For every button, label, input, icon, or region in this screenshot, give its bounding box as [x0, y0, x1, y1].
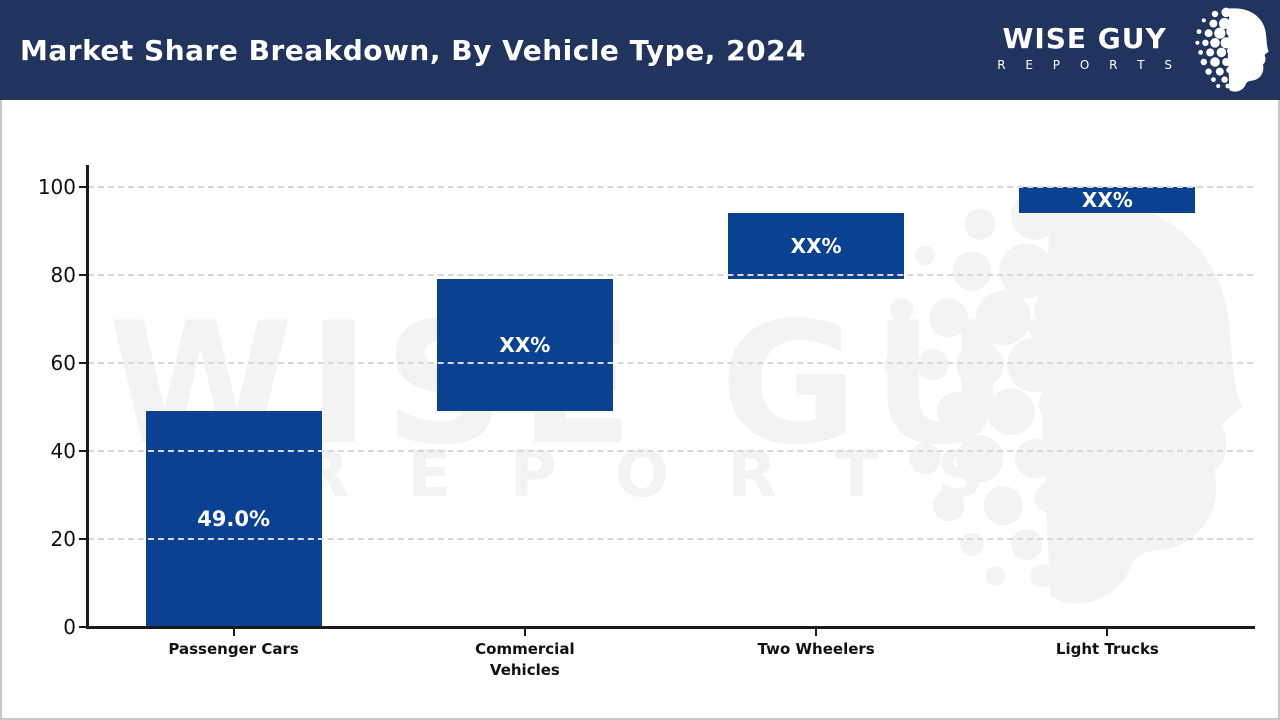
- category-label-two-wheelers: Two Wheelers: [706, 639, 926, 660]
- bar-value-label: 49.0%: [197, 507, 271, 532]
- bar-two-wheelers: XX%: [728, 213, 905, 280]
- y-tick-label: 20: [50, 527, 76, 551]
- logo-wordmark: WISE GUY R E P O R T S: [989, 22, 1180, 72]
- x-tick-mark: [232, 627, 235, 636]
- y-tick-mark: [79, 626, 88, 628]
- bar-value-label: XX%: [1081, 188, 1133, 213]
- gridline-40: [88, 450, 1253, 452]
- gridline-100: [88, 186, 1253, 188]
- y-tick-label: 40: [50, 439, 76, 463]
- category-label-passenger-cars: Passenger Cars: [124, 639, 344, 660]
- category-label-line: Commercial: [475, 640, 575, 658]
- y-tick-mark: [79, 450, 88, 452]
- header-bar: Market Share Breakdown, By Vehicle Type,…: [0, 0, 1280, 100]
- watermark-head-icon: [884, 192, 1242, 604]
- category-label-line: Light Trucks: [1055, 640, 1159, 658]
- y-tick-label: 0: [63, 615, 76, 639]
- logo-line1: WISE GUY: [1002, 22, 1167, 55]
- page-title: Market Share Breakdown, By Vehicle Type,…: [20, 33, 807, 67]
- x-tick-mark: [523, 627, 526, 636]
- wise-guy-head-icon: [1195, 7, 1269, 92]
- gridline-80: [88, 274, 1253, 276]
- y-tick-label: 80: [50, 263, 76, 287]
- bar-value-label: XX%: [499, 333, 551, 358]
- gridline-60: [88, 362, 1253, 364]
- bar-commercial-vehicles: XX%: [436, 279, 613, 412]
- x-tick-mark: [815, 627, 818, 636]
- x-tick-mark: [1106, 627, 1109, 636]
- y-tick-label: 60: [50, 351, 76, 375]
- bar-passenger-cars: 49.0%: [145, 411, 322, 627]
- category-label-line: Two Wheelers: [757, 640, 875, 658]
- y-axis-line: [86, 165, 89, 629]
- y-tick-label: 100: [37, 175, 76, 199]
- y-tick-mark: [79, 538, 88, 540]
- category-label-light-trucks: Light Trucks: [997, 639, 1217, 660]
- bar-light-trucks: XX%: [1019, 187, 1196, 214]
- x-axis-line: [86, 626, 1255, 629]
- bar-value-label: XX%: [790, 234, 842, 259]
- category-label-line: Vehicles: [489, 661, 560, 679]
- gridline-20: [88, 538, 1253, 540]
- category-label-commercial-vehicles: Commercial Vehicles: [415, 639, 635, 681]
- y-tick-mark: [79, 362, 88, 364]
- y-tick-mark: [79, 274, 88, 276]
- y-tick-mark: [79, 186, 88, 188]
- category-label-line: Passenger Cars: [168, 640, 299, 658]
- logo-line2: R E P O R T S: [997, 58, 1180, 72]
